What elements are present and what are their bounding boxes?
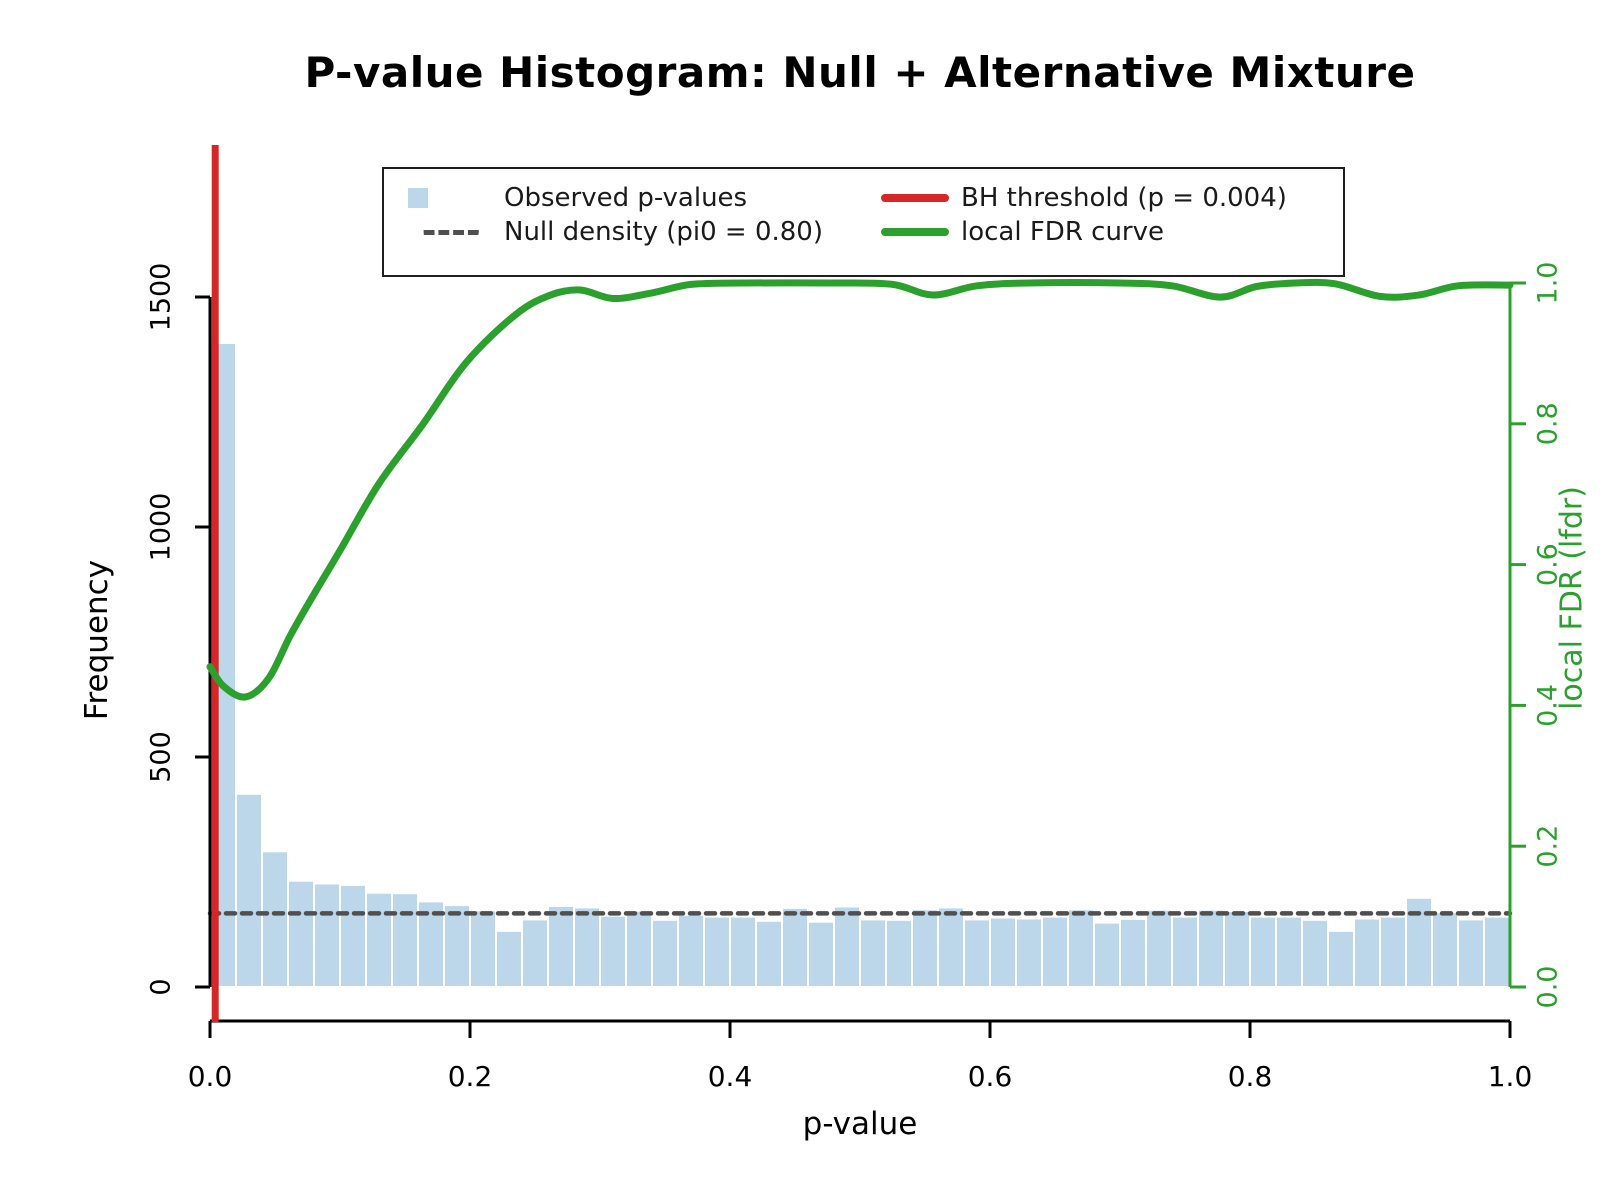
histogram-bar — [1483, 915, 1511, 988]
y-left-tick-label: 1000 — [146, 493, 177, 562]
y-right-tick-label: 0.0 — [1533, 966, 1564, 1009]
histogram-bar — [885, 918, 913, 988]
x-tick-label: 0.4 — [708, 1060, 753, 1093]
histogram-bar — [755, 919, 783, 988]
histogram-bar — [625, 909, 653, 988]
x-tick-label: 0.8 — [1228, 1060, 1273, 1093]
histogram-bar — [1145, 908, 1173, 989]
histogram-bar — [703, 915, 731, 988]
histogram-bar — [729, 915, 757, 988]
histogram-bar — [1041, 915, 1069, 988]
histogram-bar — [963, 918, 991, 989]
legend-marker-box — [881, 194, 961, 202]
y-right-tick-label: 0.6 — [1533, 543, 1564, 586]
histogram-bar — [1197, 908, 1225, 989]
histogram-bar — [339, 883, 367, 989]
page-title: P-value Histogram: Null + Alternative Mi… — [304, 48, 1416, 97]
x-axis-label: p-value — [802, 1106, 918, 1142]
histogram-bar — [1275, 915, 1303, 988]
legend-label: BH threshold (p = 0.004) — [961, 183, 1287, 213]
histogram-bar — [235, 792, 263, 988]
dashed-line-icon — [422, 229, 480, 235]
histogram-bar — [443, 904, 471, 988]
legend-label: local FDR curve — [961, 217, 1164, 247]
y-axis-label-left: Frequency — [79, 559, 115, 721]
legend-box: Observed p-values BH threshold (p = 0.00… — [382, 167, 1345, 277]
x-tick-label: 0.0 — [188, 1060, 233, 1093]
histogram-bar — [547, 905, 575, 988]
histogram-bar — [1067, 908, 1095, 988]
histogram-bar — [521, 918, 549, 989]
histogram-bar — [1457, 918, 1485, 989]
histogram-bar — [807, 920, 835, 989]
histogram-bar — [1431, 911, 1459, 988]
histogram-bar — [1093, 921, 1121, 988]
lfdr-curve — [206, 278, 1514, 701]
histogram-bar — [495, 929, 523, 989]
histogram-bar — [1119, 917, 1147, 989]
x-tick-label: 0.6 — [968, 1060, 1013, 1093]
histogram-bar — [911, 908, 939, 988]
y-axis-label-right: local FDR (lfdr) — [1554, 486, 1590, 710]
histogram-bar — [417, 900, 445, 989]
square-icon — [408, 188, 428, 208]
histogram-bar — [651, 918, 679, 988]
legend-marker-box — [881, 228, 961, 236]
histogram-bar — [1015, 917, 1043, 988]
y-right-tick-label: 1.0 — [1533, 262, 1564, 305]
legend-marker-box — [384, 188, 504, 208]
histogram-bar — [1379, 915, 1407, 988]
histogram-bar — [1249, 915, 1277, 988]
histogram-bar — [859, 918, 887, 989]
histogram-bar — [287, 879, 315, 989]
legend-label: Null density (pi0 = 0.80) — [504, 217, 823, 247]
histogram-bar — [313, 882, 341, 988]
y-right-tick-label: 0.8 — [1533, 402, 1564, 445]
histogram-bar — [365, 891, 393, 989]
histogram-bar — [677, 913, 705, 988]
y-right-tick-label: 0.4 — [1533, 684, 1564, 727]
histogram-bar — [1327, 929, 1355, 989]
legend-item-null-density: Null density (pi0 = 0.80) — [384, 215, 881, 249]
y-right-tick-label: 0.2 — [1533, 825, 1564, 868]
histogram-bar — [989, 916, 1017, 988]
y-left-tick-label: 1500 — [146, 263, 177, 332]
legend-item-observed: Observed p-values — [384, 181, 881, 215]
histogram-bar — [261, 850, 289, 988]
legend-marker-box — [384, 229, 504, 235]
histogram-bar — [937, 906, 965, 989]
histogram-bar — [781, 906, 809, 989]
histogram-bar — [1353, 917, 1381, 988]
y-left-tick-label: 500 — [146, 731, 177, 783]
legend-item-lfdr-curve: local FDR curve — [881, 215, 1343, 249]
histogram-bar — [1301, 918, 1329, 988]
histogram-bar — [1223, 910, 1251, 988]
x-tick-label: 0.2 — [448, 1060, 493, 1093]
legend-label: Observed p-values — [504, 183, 748, 213]
histogram-bar — [469, 909, 497, 989]
green-line-icon — [881, 228, 949, 236]
legend-item-bh-threshold: BH threshold (p = 0.004) — [881, 181, 1343, 215]
histogram-bar — [833, 905, 861, 988]
y-left-tick-label: 0 — [146, 978, 177, 995]
histogram-bar — [573, 906, 601, 989]
x-tick-label: 1.0 — [1488, 1060, 1533, 1093]
histogram-bar — [599, 914, 627, 989]
red-line-icon — [881, 194, 949, 202]
histogram-bar — [391, 892, 419, 989]
histogram-bar — [1171, 915, 1199, 988]
